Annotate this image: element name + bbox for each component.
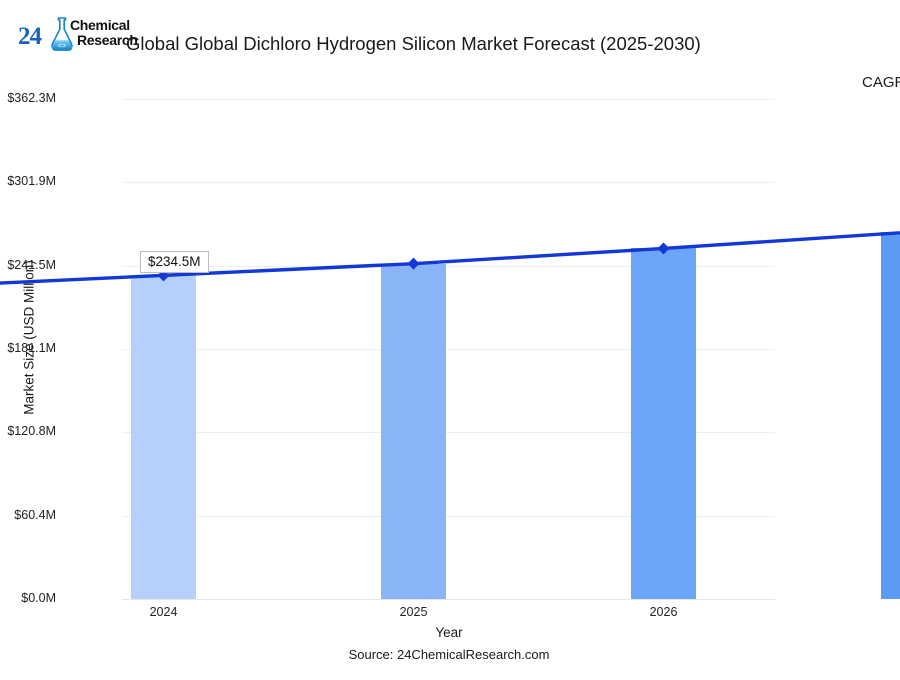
y-axis-tick-label: $301.9M bbox=[7, 174, 56, 189]
logo-word-research: Research bbox=[77, 32, 138, 48]
legend-cagr-label: CAGR bbox=[862, 74, 900, 91]
y-axis-tick-label: $120.8M bbox=[7, 424, 56, 439]
source-caption: Source: 24ChemicalResearch.com bbox=[348, 647, 550, 662]
y-axis-tick-label: $60.4M bbox=[14, 507, 56, 522]
bar-2025[interactable] bbox=[381, 263, 446, 599]
gridline bbox=[122, 515, 775, 517]
x-axis-tick-2025: 2025 bbox=[399, 605, 428, 619]
gridline bbox=[122, 99, 775, 100]
bar-2027[interactable] bbox=[881, 231, 900, 599]
flask-icon bbox=[51, 17, 73, 51]
y-axis-tick-label: $362.3M bbox=[7, 91, 56, 105]
x-axis-tick-2024: 2024 bbox=[149, 605, 178, 619]
x-axis-tick-2026: 2026 bbox=[649, 605, 678, 619]
gridline bbox=[122, 432, 775, 434]
data-label-2024: $234.5M bbox=[140, 251, 209, 273]
bar-2026[interactable] bbox=[631, 248, 696, 599]
bar-2024[interactable] bbox=[131, 275, 196, 599]
y-axis-tick-label: $181.1M bbox=[7, 341, 56, 356]
y-axis-tick-label: $241.5M bbox=[7, 257, 56, 272]
logo-number: 24 bbox=[18, 23, 42, 50]
x-axis-line bbox=[122, 599, 775, 600]
logo-word-chemical: Chemical bbox=[70, 17, 130, 33]
brand-logo: 24 Chemical Research bbox=[18, 14, 138, 54]
gridline bbox=[122, 182, 775, 184]
x-axis-label: Year bbox=[435, 625, 463, 640]
x-axis-tick-2027: 2027 bbox=[854, 605, 900, 619]
chart-title: Global Global Dichloro Hydrogen Silicon … bbox=[126, 33, 701, 54]
gridline bbox=[122, 349, 775, 351]
y-axis-tick-label: $0.0M bbox=[21, 591, 56, 605]
